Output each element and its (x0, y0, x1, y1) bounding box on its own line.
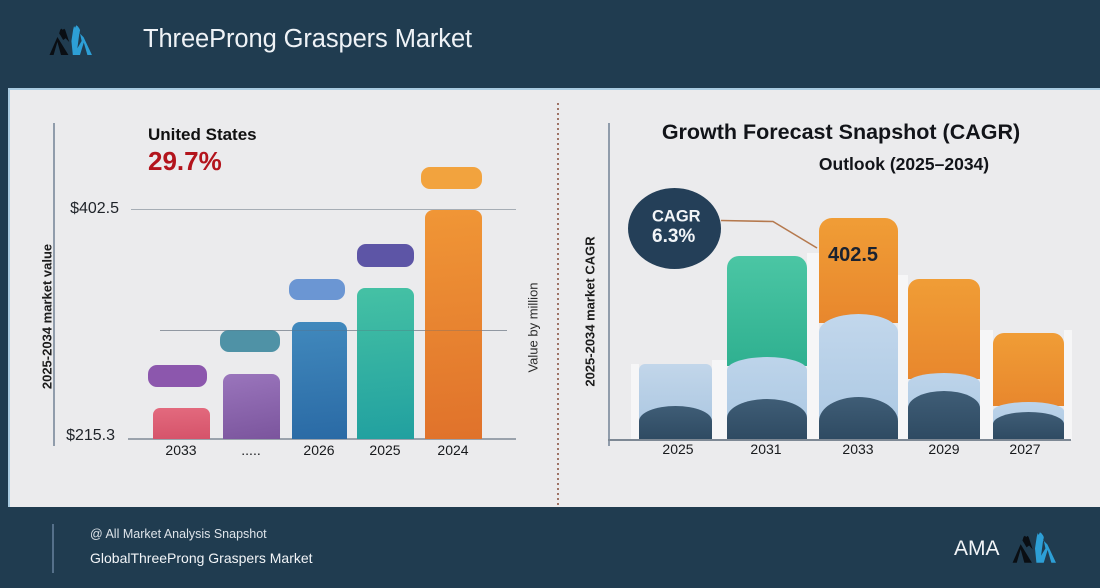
svg-text:CAGR: CAGR (652, 208, 701, 226)
svg-text:6.3%: 6.3% (652, 226, 695, 247)
